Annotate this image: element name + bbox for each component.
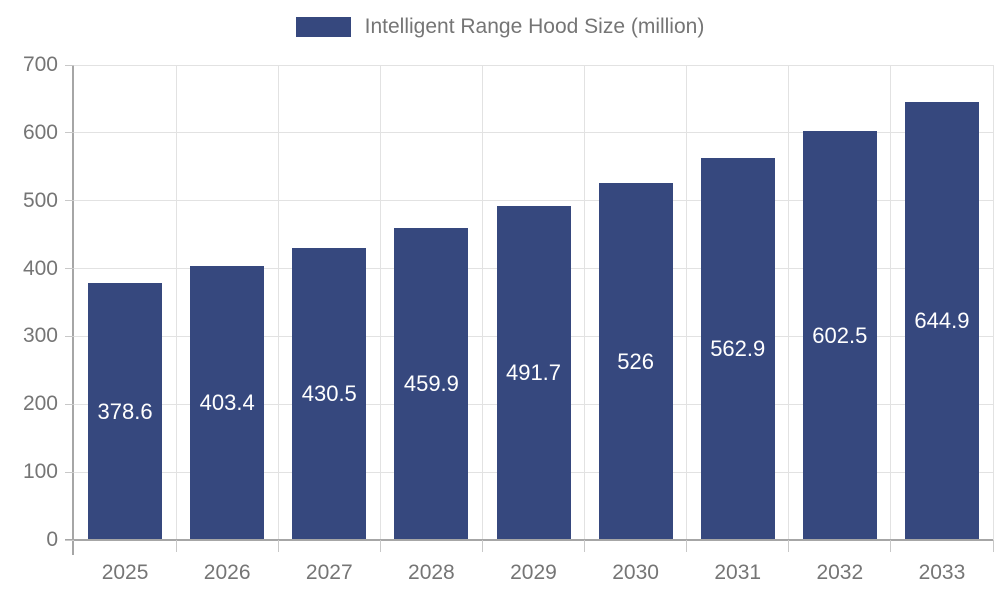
y-tick [65,132,74,134]
x-tick-label: 2031 [714,561,762,584]
v-gridline [277,65,279,540]
y-tick-label: 700 [22,53,58,76]
x-tick [277,540,279,552]
x-tick-label: 2025 [101,561,149,584]
bar-2030[interactable]: 526 [598,183,673,540]
legend[interactable]: Intelligent Range Hood Size (million) [0,16,1000,37]
y-tick [65,471,74,473]
y-tick-label: 500 [22,188,58,212]
h-gridline [74,64,993,66]
y-tick-label: 300 [22,324,58,348]
bar-2032[interactable]: 602.5 [802,131,877,540]
bar-2028[interactable]: 459.9 [394,227,469,540]
x-tick-label: 2029 [510,561,557,584]
bar-value-label: 602.5 [812,322,868,348]
bar-value-label: 644.9 [914,308,970,334]
legend-label: Intelligent Range Hood Size (million) [364,15,705,38]
x-tick [584,540,586,552]
x-tick-label: 2027 [305,561,353,584]
x-tick [481,540,483,552]
x-tick-label: 2028 [408,561,455,584]
y-tick-label: 200 [22,392,58,416]
bar-2027[interactable]: 430.5 [292,247,367,540]
bar-value-label: 430.5 [301,380,357,406]
bar-value-label: 491.7 [505,360,562,386]
x-tick [379,540,381,552]
x-tick-label: 2033 [918,561,966,584]
x-tick [686,540,688,552]
bar-2026[interactable]: 403.4 [190,266,265,540]
y-tick [65,403,74,405]
h-gridline [74,132,993,134]
v-gridline [584,65,586,540]
plot-area: 378.6 403.4 430.5 459.9 491.7 526 562.9 602.5 64… [23,53,994,584]
x-axis-line [65,539,993,541]
x-tick [992,540,994,552]
x-tick [175,540,177,552]
bar-value-label: 562.9 [710,336,766,361]
y-tick [65,539,74,541]
x-tick [788,540,790,552]
y-axis-line [72,65,74,555]
x-tick [890,540,892,552]
legend-swatch [295,16,351,37]
bar-value-label: 459.9 [403,370,459,396]
bar-2025[interactable]: 378.6 [88,283,163,540]
y-tick-label: 600 [22,120,58,144]
h-gridline [74,200,993,202]
v-gridline [992,65,994,540]
x-tick-label: 2032 [816,561,864,584]
v-gridline [890,65,892,540]
bar-2031[interactable]: 562.9 [700,158,775,540]
v-gridline [481,65,483,540]
bar-2033[interactable]: 644.9 [904,102,979,540]
y-tick-label: 100 [22,460,58,484]
v-gridline [175,65,177,540]
v-gridline [788,65,790,540]
y-tick [65,200,74,202]
y-tick-label: 400 [22,256,58,280]
y-tick-label: 0 [46,528,58,551]
v-gridline [686,65,688,540]
v-gridline [379,65,381,540]
y-tick [65,64,74,66]
bar-value-label: 403.4 [199,390,255,416]
bar-value-label: 526 [617,348,654,374]
bar-2029[interactable]: 491.7 [496,206,571,540]
x-tick-label: 2030 [612,561,659,584]
x-tick-label: 2026 [203,561,251,584]
y-tick [65,268,74,270]
bar-value-label: 378.6 [97,398,153,424]
y-tick [65,335,74,337]
